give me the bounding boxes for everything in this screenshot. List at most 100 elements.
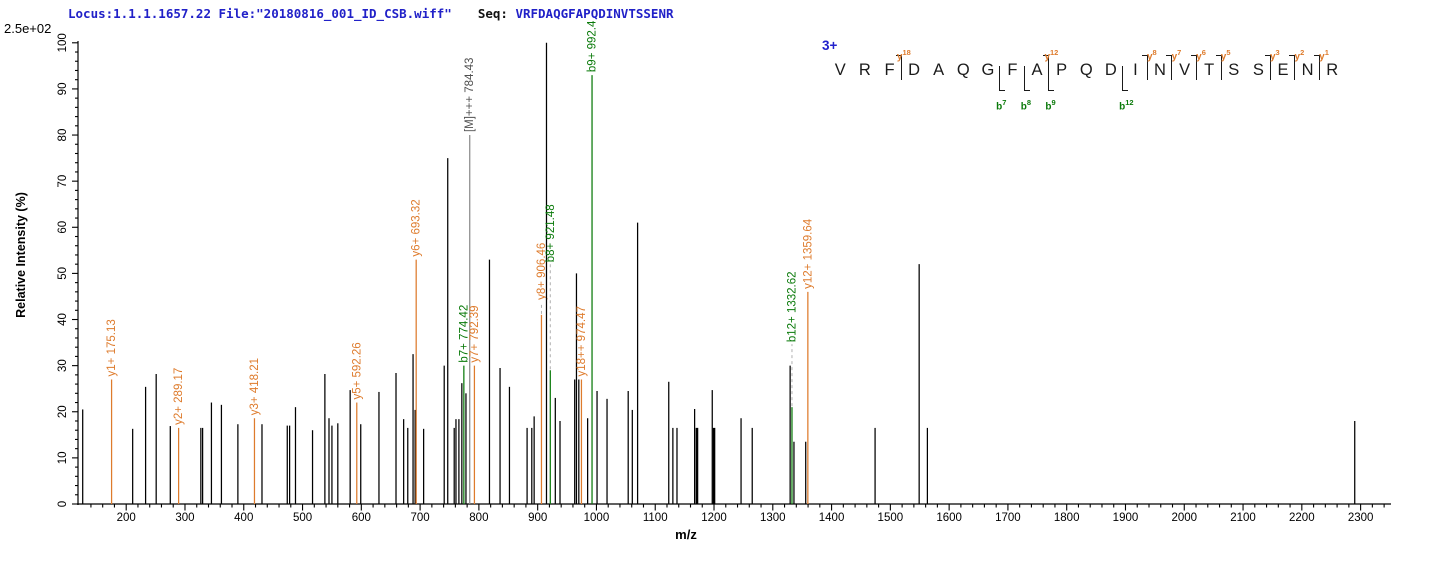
residue-G7: G — [981, 61, 995, 79]
peak-annotation: b9+ 992.4 — [587, 20, 599, 72]
residue-Q11: Q — [1079, 61, 1093, 79]
y-tick-label: 60 — [57, 221, 69, 234]
peak-annotation: y12+ 1359.64 — [802, 218, 814, 289]
peak-annotation: y8+ 906.46 — [536, 243, 548, 300]
x-tick-label: 1700 — [995, 512, 1021, 524]
y-fragment-marker — [1289, 55, 1296, 80]
x-tick-label: 1800 — [1054, 512, 1080, 524]
precursor-charge-label: 3+ — [822, 38, 838, 53]
y-tick-label: 50 — [57, 267, 69, 280]
x-tick-label: 500 — [293, 512, 312, 524]
x-tick-label: 2300 — [1348, 512, 1374, 524]
peak-annotation: y2+ 289.17 — [173, 368, 185, 425]
x-tick-label: 1900 — [1113, 512, 1139, 524]
b-fragment-marker — [1023, 66, 1030, 91]
residue-F3: F — [884, 61, 895, 79]
y-tick-label: 0 — [57, 501, 69, 507]
peak-annotation: [M]+++ 784.43 — [464, 58, 476, 133]
x-tick-label: 1000 — [584, 512, 610, 524]
b-fragment-marker — [1122, 66, 1129, 91]
peak-annotation: y5+ 592.26 — [351, 342, 363, 399]
y-fragment-marker — [1166, 55, 1173, 80]
y6-ion-label: y6 — [1196, 48, 1206, 63]
y-fragment-marker — [895, 55, 902, 80]
y-tick-label: 40 — [57, 313, 69, 326]
locus-file-text: Locus:1.1.1.1657.22 File:"20180816_001_I… — [68, 6, 452, 21]
x-tick-label: 200 — [117, 512, 136, 524]
peak-annotation: b7+ 774.42 — [458, 305, 470, 363]
x-tick-label: 900 — [528, 512, 547, 524]
report-header: Locus:1.1.1.1657.22 File:"20180816_001_I… — [68, 6, 674, 21]
y-fragment-marker — [1190, 55, 1197, 80]
peak-annotation: y1+ 175.13 — [106, 319, 118, 376]
y12-ion-label: y12 — [1044, 48, 1059, 63]
y-fragment-marker — [1264, 55, 1271, 80]
x-tick-label: 1200 — [701, 512, 727, 524]
x-tick-label: 1600 — [936, 512, 962, 524]
y-fragment-marker — [1313, 55, 1320, 80]
x-tick-label: 1300 — [760, 512, 786, 524]
y3-ion-label: y3 — [1269, 48, 1280, 63]
b12-ion-label: b12 — [1119, 98, 1134, 113]
b-fragment-marker — [1048, 66, 1055, 91]
residue-A5: A — [933, 61, 945, 79]
peak-annotation: b12+ 1332.62 — [786, 271, 798, 342]
b8-ion-label: b8 — [1020, 98, 1032, 113]
peak-annotation: y6+ 693.32 — [411, 199, 423, 256]
x-tick-label: 2000 — [1171, 512, 1197, 524]
peak-annotation: y18++ 974.47 — [576, 306, 588, 376]
seq-label: Seq: — [477, 6, 508, 21]
x-tick-label: 1100 — [643, 512, 668, 524]
x-tick-label: 400 — [234, 512, 253, 524]
residue-D12: D — [1104, 61, 1117, 79]
b7-ion-label: b7 — [996, 98, 1007, 113]
y-tick-label: 20 — [57, 405, 69, 418]
y-tick-label: 30 — [57, 359, 69, 372]
peak-annotation: y3+ 418.21 — [249, 358, 261, 415]
y-fragment-marker — [1215, 55, 1222, 80]
b9-ion-label: b9 — [1045, 98, 1056, 113]
y18-ion-label: y18 — [896, 48, 911, 63]
seq-value: VRFDAQGFAPQDINVTSSENR — [515, 6, 674, 21]
y-tick-label: 90 — [57, 83, 69, 96]
y-tick-label: 100 — [57, 33, 69, 52]
max-intensity-label: 2.5e+02 — [4, 21, 52, 36]
x-tick-label: 1500 — [878, 512, 904, 524]
residue-S18: S — [1252, 61, 1264, 79]
residue-R2: R — [858, 61, 871, 79]
x-tick-label: 1400 — [819, 512, 845, 524]
y-tick-label: 80 — [57, 129, 69, 142]
y-axis-title: Relative Intensity (%) — [14, 192, 28, 318]
y5-ion-label: y5 — [1220, 48, 1231, 63]
y-fragment-marker — [1141, 55, 1148, 80]
x-tick-label: 800 — [469, 512, 488, 524]
x-tick-label: 600 — [352, 512, 371, 524]
y2-ion-label: y2 — [1294, 48, 1305, 63]
residue-V1: V — [834, 61, 846, 79]
x-tick-label: 700 — [411, 512, 430, 524]
x-tick-label: 2200 — [1289, 512, 1315, 524]
x-axis-title: m/z — [675, 527, 697, 542]
y1-ion-label: y1 — [1319, 48, 1329, 63]
x-tick-label: 300 — [175, 512, 194, 524]
peak-annotation: y7+ 792.39 — [469, 305, 481, 362]
x-tick-label: 2100 — [1230, 512, 1256, 524]
y-tick-label: 70 — [57, 175, 69, 188]
y-tick-label: 10 — [57, 451, 69, 464]
